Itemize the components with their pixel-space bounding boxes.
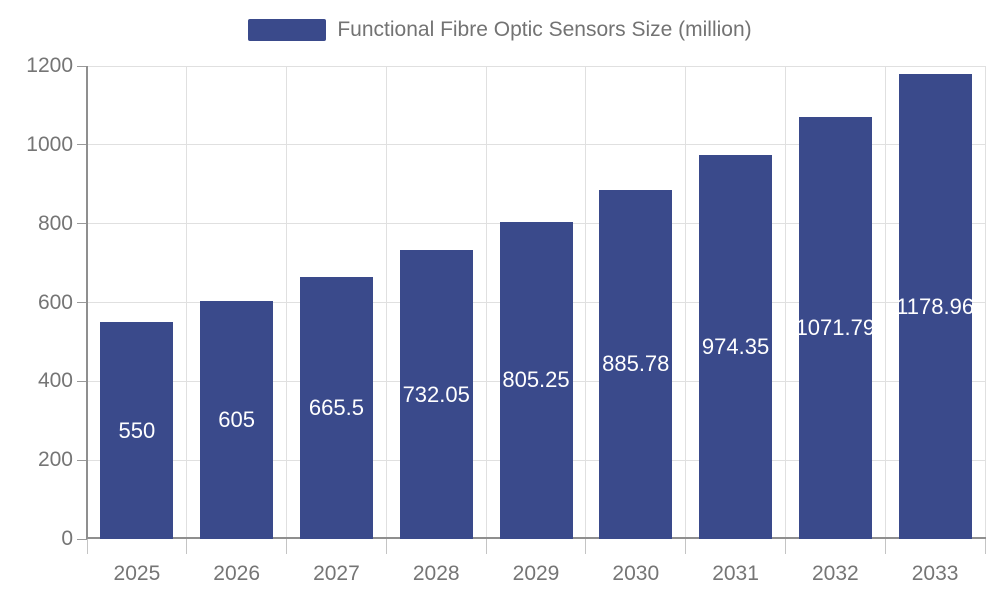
bar[interactable]: 805.25 bbox=[499, 221, 573, 539]
y-tick bbox=[77, 302, 87, 303]
bar-value-label: 1071.79 bbox=[795, 314, 876, 340]
x-axis-label: 2026 bbox=[213, 562, 261, 585]
y-axis-label: 800 bbox=[37, 211, 73, 235]
x-axis-label: 2029 bbox=[512, 562, 560, 585]
bar-value-label: 1178.96 bbox=[896, 293, 975, 319]
x-tick bbox=[784, 539, 786, 554]
x-gridline bbox=[485, 66, 487, 539]
plot-area: 0 200 400 600 800 1000 1200 550 2025 605 2026 665.5… bbox=[26, 54, 986, 585]
x-gridline bbox=[685, 66, 687, 539]
x-tick bbox=[884, 539, 886, 554]
x-axis-label: 2030 bbox=[612, 562, 660, 585]
bar-value-label: 805.25 bbox=[502, 367, 570, 393]
y-axis-label: 1200 bbox=[26, 54, 73, 77]
y-tick bbox=[77, 223, 87, 225]
x-tick bbox=[984, 539, 986, 554]
bar-value-label: 732.05 bbox=[402, 381, 470, 407]
x-gridline bbox=[884, 66, 886, 539]
x-gridline bbox=[784, 66, 786, 539]
y-tick bbox=[77, 144, 87, 146]
x-gridline bbox=[984, 66, 986, 539]
x-axis-label: 2025 bbox=[113, 562, 161, 585]
bar[interactable]: 1178.96 bbox=[896, 74, 975, 539]
bar[interactable]: 665.5 bbox=[299, 276, 373, 539]
y-tick bbox=[77, 65, 87, 67]
y-gridline bbox=[87, 65, 985, 67]
bar[interactable]: 885.78 bbox=[599, 189, 673, 539]
x-tick bbox=[186, 539, 188, 554]
bar-value-label: 885.78 bbox=[602, 351, 670, 377]
legend-item[interactable]: Functional Fibre Optic Sensors Size (mil… bbox=[0, 18, 1000, 42]
y-tick bbox=[77, 380, 87, 382]
bar[interactable]: 605 bbox=[200, 300, 274, 539]
bar[interactable]: 1071.79 bbox=[796, 116, 875, 539]
bar-value-label: 605 bbox=[218, 406, 256, 432]
bar[interactable]: 732.05 bbox=[399, 250, 473, 539]
bar-value-label: 665.5 bbox=[308, 394, 364, 420]
y-axis-label: 200 bbox=[37, 448, 73, 472]
bar[interactable]: 550 bbox=[100, 322, 174, 539]
x-axis-label: 2032 bbox=[811, 562, 859, 585]
y-gridline bbox=[87, 144, 985, 146]
x-gridline bbox=[385, 66, 387, 539]
x-gridline bbox=[585, 66, 587, 539]
x-tick bbox=[86, 539, 88, 554]
y-axis-label: 0 bbox=[61, 527, 73, 550]
y-axis-label: 1000 bbox=[26, 132, 73, 156]
x-axis-label: 2031 bbox=[712, 562, 759, 585]
x-axis-label: 2027 bbox=[313, 562, 360, 585]
y-axis-label: 600 bbox=[37, 290, 73, 314]
bar-value-label: 550 bbox=[118, 417, 156, 443]
x-tick bbox=[585, 539, 587, 554]
bar-value-label: 974.35 bbox=[701, 333, 770, 359]
x-tick bbox=[286, 539, 288, 554]
x-gridline bbox=[186, 66, 188, 539]
legend-label: Functional Fibre Optic Sensors Size (mil… bbox=[337, 18, 752, 41]
y-tick bbox=[77, 538, 87, 540]
bar[interactable]: 974.35 bbox=[699, 154, 773, 539]
y-axis-label: 400 bbox=[37, 369, 73, 393]
x-tick bbox=[685, 539, 687, 554]
x-gridline bbox=[286, 66, 288, 539]
x-axis-label: 2033 bbox=[911, 562, 959, 585]
x-tick bbox=[385, 539, 387, 554]
x-tick bbox=[485, 539, 487, 554]
y-tick bbox=[77, 459, 87, 461]
x-axis-label: 2028 bbox=[412, 562, 460, 585]
legend-swatch bbox=[248, 19, 327, 41]
y-axis-line bbox=[86, 66, 88, 539]
